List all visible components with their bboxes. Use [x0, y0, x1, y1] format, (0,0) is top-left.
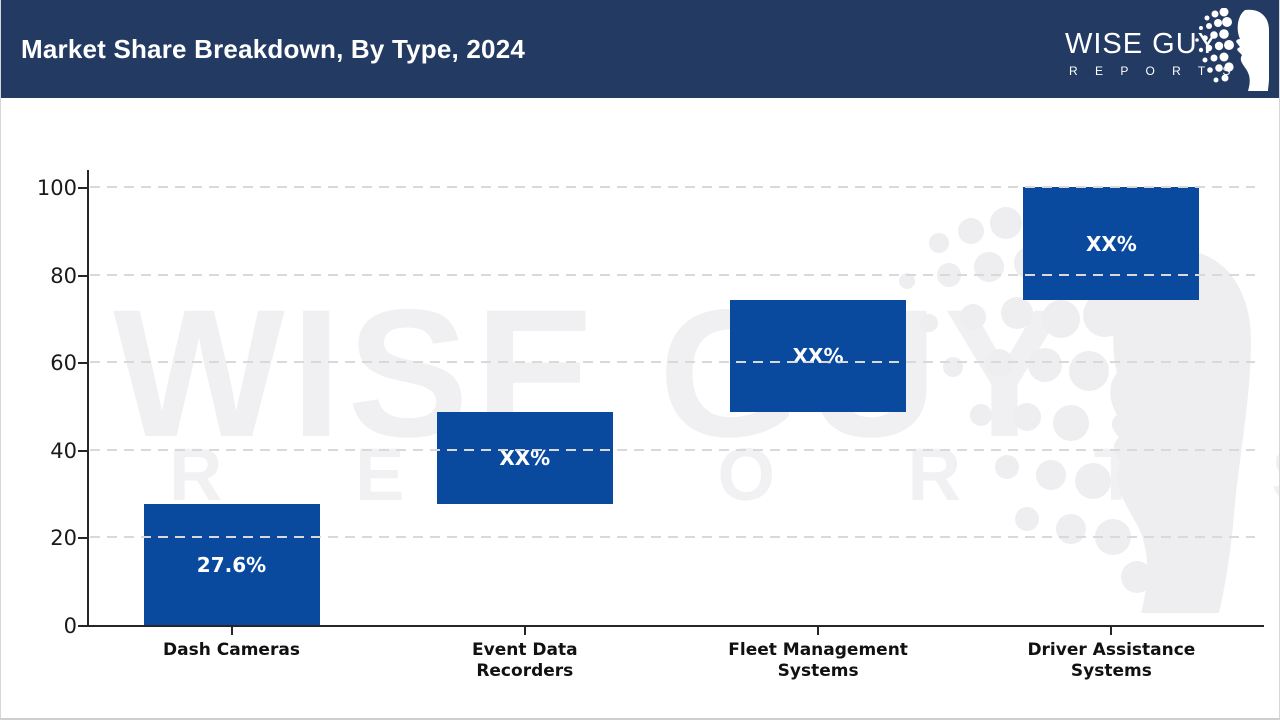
x-axis-tick: [523, 627, 526, 635]
y-axis-tick-label: 40: [50, 438, 77, 463]
y-axis-tick-label: 60: [50, 351, 77, 376]
y-axis-tick-label: 20: [50, 526, 77, 551]
chart-title: Market Share Breakdown, By Type, 2024: [21, 33, 526, 64]
gridline: [90, 186, 1255, 188]
x-axis-category-label: Driver Assistance Systems: [961, 640, 1261, 682]
x-axis-category-label-line: Fleet Management: [728, 640, 908, 660]
logo-subtext: R E P O R T S: [1069, 64, 1238, 78]
x-axis-category-label-line: Driver Assistance: [1027, 640, 1196, 660]
x-axis-tick: [817, 627, 820, 635]
y-axis-tick-label: 80: [50, 263, 77, 288]
gridline: [90, 536, 1255, 539]
y-axis-tick: [78, 537, 87, 540]
y-axis-spine: [87, 170, 89, 627]
x-axis-category-label-line: Systems: [1070, 661, 1152, 681]
y-axis-tick: [78, 449, 87, 452]
y-axis-tick: [78, 362, 87, 365]
y-axis-tick-label: 100: [36, 176, 77, 200]
x-axis-category-label: Fleet Management Systems: [668, 640, 968, 682]
logo-head-icon: [1195, 8, 1269, 91]
x-axis-spine: [87, 625, 1264, 627]
y-axis-tick-label: 0: [63, 614, 77, 638]
x-axis-category-label: Event Data Recorders: [375, 640, 675, 682]
y-axis-tick: [78, 187, 87, 189]
bar-segment: 27.6%: [143, 504, 320, 625]
x-axis-category-label-line: Recorders: [476, 661, 574, 681]
y-axis-tick: [78, 274, 87, 277]
bar-segment: XX%: [730, 300, 907, 413]
y-axis-tick: [78, 625, 87, 627]
x-axis-category-label-line: Event Data: [472, 640, 578, 660]
gridline: [90, 273, 1255, 276]
header-bar: Market Share Breakdown, By Type, 2024 WI…: [1, 0, 1279, 98]
gridline: [90, 361, 1255, 364]
x-axis-tick: [230, 627, 233, 635]
brand-logo: WISE GUY R E P O R T S: [1031, 6, 1271, 92]
bar-segment: XX%: [436, 412, 613, 505]
x-axis-category-label-line: Systems: [777, 661, 859, 681]
logo-wordmark: WISE GUY: [1065, 28, 1219, 60]
x-axis-tick: [1110, 627, 1113, 635]
bar-value-label: 27.6%: [196, 552, 267, 577]
bar-segment: XX%: [1023, 187, 1200, 300]
bar-value-label: XX%: [1085, 231, 1137, 256]
bar-value-label: XX%: [792, 344, 844, 369]
gridline: [90, 448, 1255, 451]
x-axis-category-label-line: Dash Cameras: [163, 640, 300, 660]
x-axis-category-label: Dash Cameras: [82, 640, 382, 661]
